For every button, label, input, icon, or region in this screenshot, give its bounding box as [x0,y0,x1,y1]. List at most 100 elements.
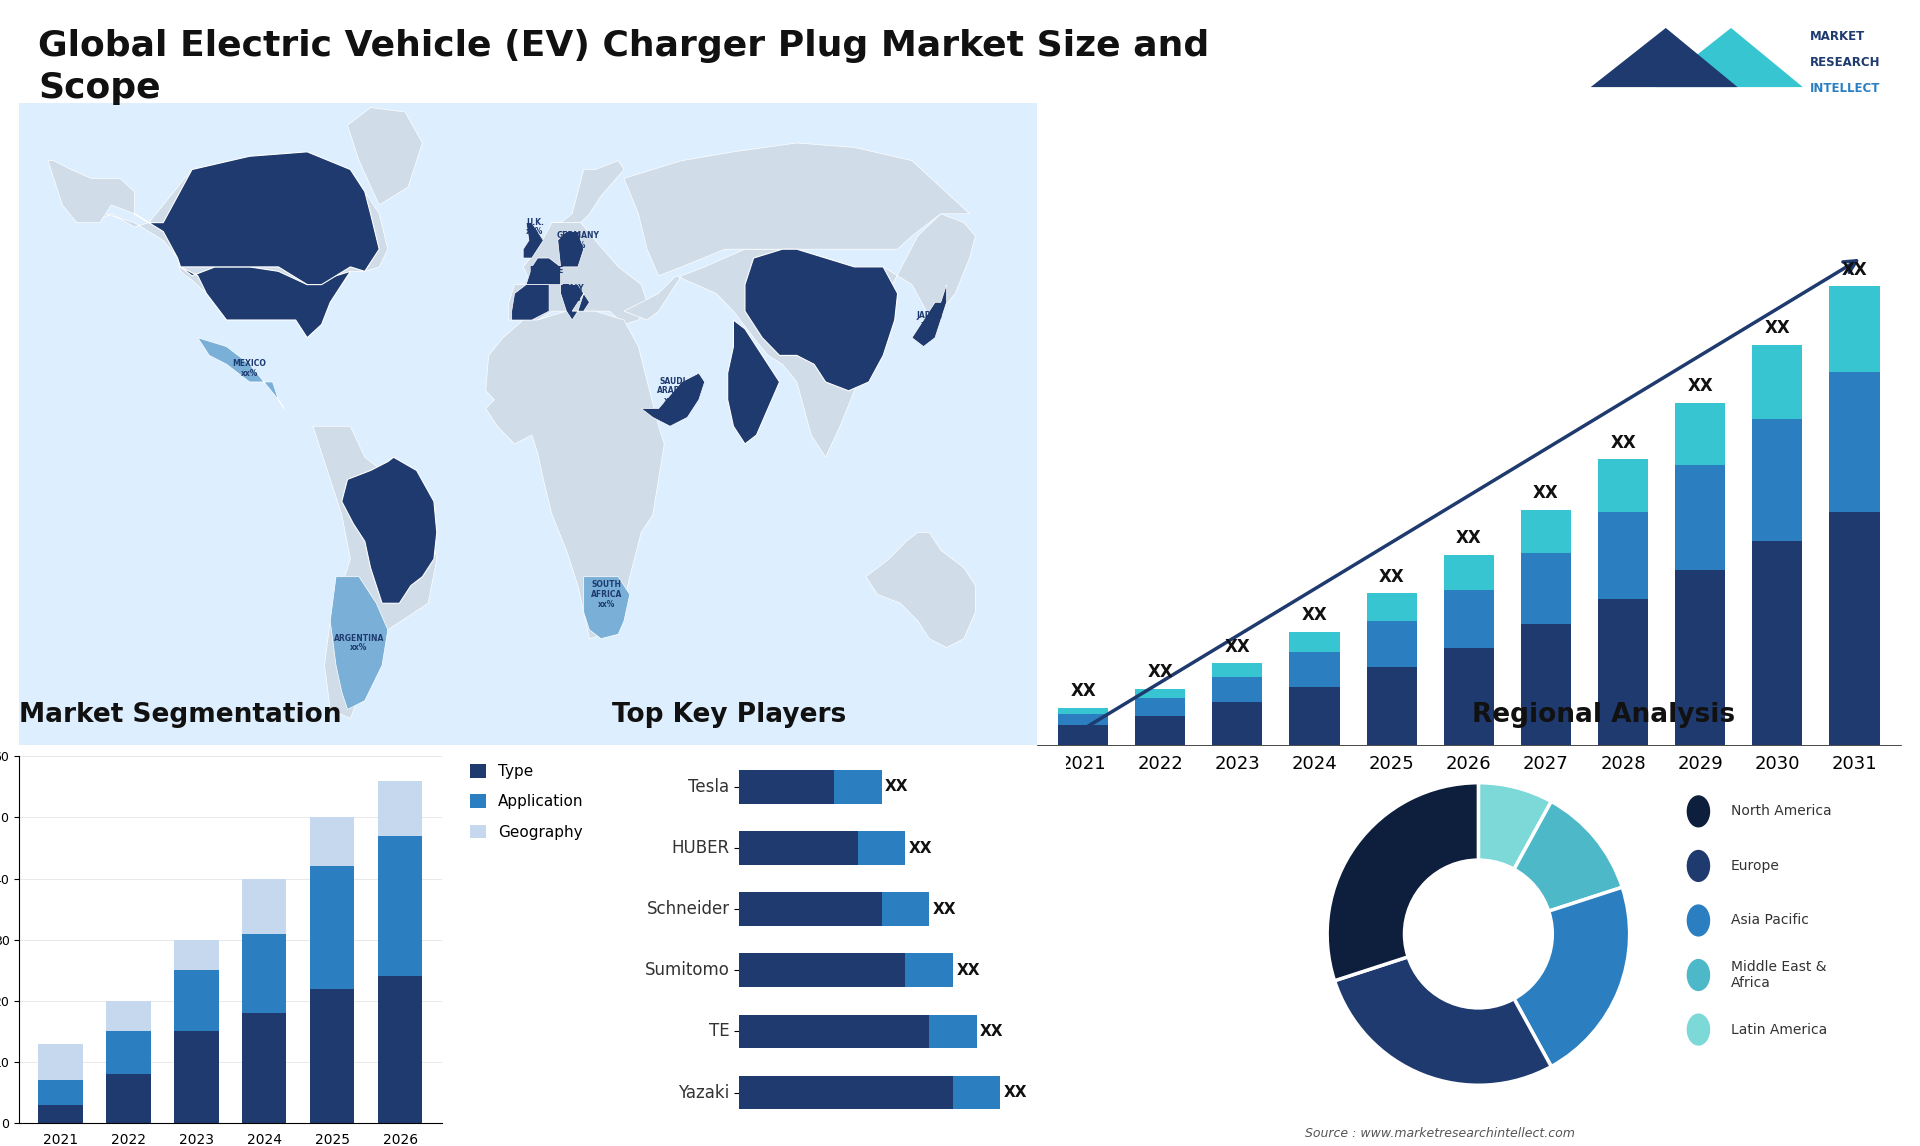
Wedge shape [1478,783,1551,934]
Text: XX: XX [1069,682,1096,700]
Text: Asia Pacific: Asia Pacific [1730,913,1809,927]
Text: Middle East &
Africa: Middle East & Africa [1730,960,1826,990]
Bar [1367,667,1417,745]
Bar [106,1000,150,1031]
Bar [175,940,219,971]
Bar [311,989,355,1123]
Polygon shape [584,576,630,638]
Bar [1674,570,1726,745]
Wedge shape [1478,887,1630,1067]
Text: ITALY
xx%: ITALY xx% [561,284,584,303]
Polygon shape [912,284,947,346]
Bar [378,835,422,976]
Bar [881,893,929,926]
Bar [1135,698,1185,716]
Text: FRANCE
xx%: FRANCE xx% [530,266,563,285]
Text: Yazaki: Yazaki [678,1083,730,1101]
Polygon shape [313,426,438,719]
Polygon shape [134,151,380,284]
Bar [1212,664,1263,677]
Bar [1674,465,1726,570]
Bar [1058,708,1108,714]
Wedge shape [1327,783,1478,981]
Polygon shape [553,160,624,222]
Bar [175,1031,219,1123]
Text: INDIA
xx%: INDIA xx% [743,372,770,391]
Text: SAUDI
ARABIA
xx%: SAUDI ARABIA xx% [657,377,689,405]
Bar [1058,725,1108,745]
Bar [242,879,286,934]
Polygon shape [1655,28,1803,87]
Bar [1212,677,1263,702]
Bar [1597,512,1647,599]
Text: XX: XX [979,1023,1004,1039]
Polygon shape [745,249,899,391]
Text: MARKET: MARKET [1809,30,1864,42]
Bar [1830,286,1880,372]
Bar [1444,647,1494,745]
Circle shape [1688,850,1709,881]
Bar [1521,552,1571,625]
Text: XX: XX [933,902,956,917]
Text: Source : www.marketresearchintellect.com: Source : www.marketresearchintellect.com [1306,1128,1574,1140]
Bar [1058,714,1108,725]
Circle shape [1404,858,1553,1010]
Bar [739,953,906,987]
Text: XX: XX [1225,637,1250,656]
Text: XX: XX [1764,319,1789,337]
Circle shape [1688,905,1709,936]
Text: JAPAN
xx%: JAPAN xx% [916,311,943,329]
Wedge shape [1334,934,1551,1085]
Bar [952,1076,1000,1109]
Text: TE: TE [708,1022,730,1041]
Bar [906,953,952,987]
Bar [858,831,906,865]
Bar [1753,345,1803,418]
Polygon shape [522,222,543,258]
Bar [1290,652,1340,686]
Text: Tesla: Tesla [689,778,730,796]
Polygon shape [509,222,647,324]
Text: XX: XX [908,840,933,856]
Text: North America: North America [1730,804,1832,818]
Bar [1135,716,1185,745]
Text: SPAIN
xx%: SPAIN xx% [516,293,541,312]
Polygon shape [348,108,422,205]
Bar [739,770,833,803]
Polygon shape [728,320,780,444]
Text: XX: XX [1148,662,1173,681]
Bar [1753,418,1803,541]
Bar [242,934,286,1013]
Bar [38,1081,83,1105]
Text: HUBER: HUBER [672,839,730,857]
Text: XX: XX [1455,528,1482,547]
Text: U.K.
xx%: U.K. xx% [526,218,543,236]
Text: MEXICO
xx%: MEXICO xx% [232,360,267,378]
Polygon shape [330,576,388,709]
Bar [106,1031,150,1074]
Text: Europe: Europe [1730,858,1780,873]
Wedge shape [1478,801,1622,934]
Text: XX: XX [956,963,979,978]
Text: U.S.
xx%: U.S. xx% [252,293,271,312]
Bar [38,1044,83,1081]
Bar [1444,589,1494,647]
Bar [1521,510,1571,552]
Polygon shape [624,143,970,276]
Bar [1753,541,1803,745]
Text: XX: XX [885,779,908,794]
Polygon shape [561,284,589,320]
Bar [739,1014,929,1049]
Text: Regional Analysis: Regional Analysis [1471,701,1736,728]
Bar [378,780,422,835]
Text: XX: XX [1688,377,1713,395]
Bar [378,976,422,1123]
Polygon shape [526,258,561,284]
Polygon shape [48,160,134,222]
Polygon shape [641,374,705,426]
Text: Sumitomo: Sumitomo [645,961,730,980]
Text: XX: XX [1379,567,1405,586]
Bar [1830,372,1880,512]
Text: Top Key Players: Top Key Players [612,701,847,728]
Bar [1521,625,1571,745]
